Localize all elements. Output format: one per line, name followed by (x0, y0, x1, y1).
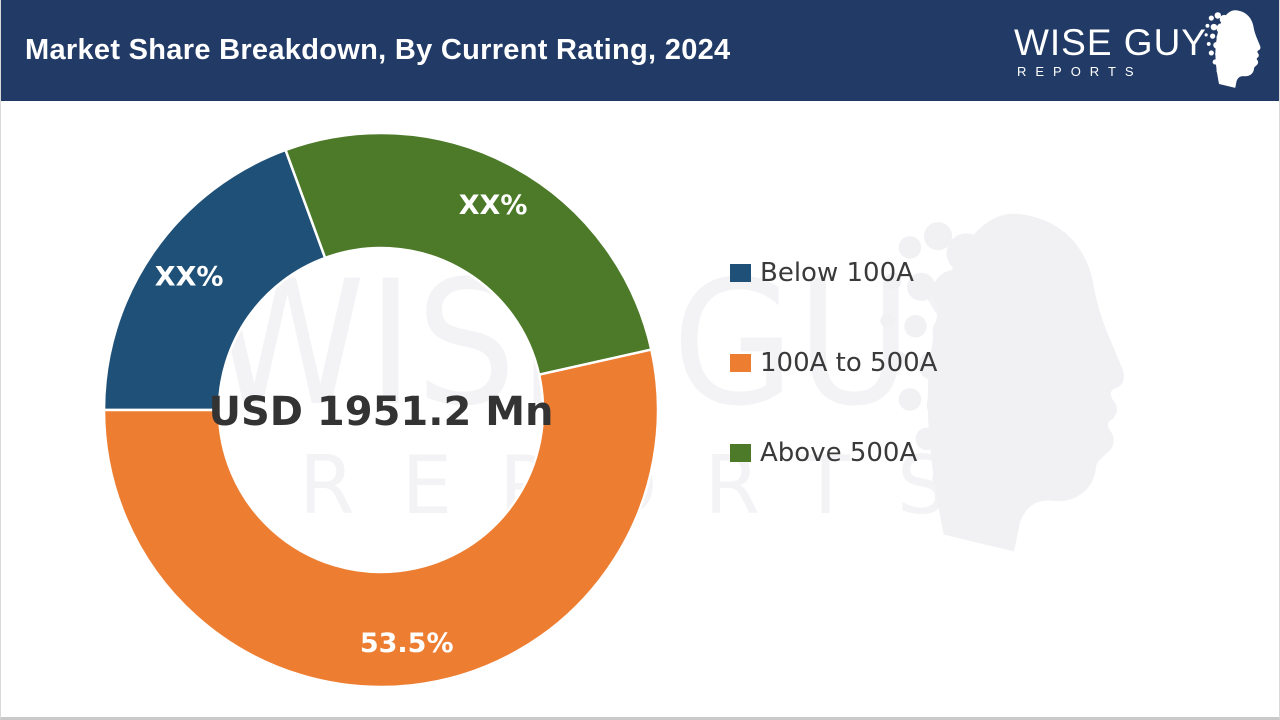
legend-swatch-below-100a (730, 264, 751, 282)
legend-label: Below 100A (760, 258, 914, 288)
legend-item-above-500a: Above 500A (730, 440, 937, 466)
brand-logo: WISE GUY REPORTS (1014, 9, 1265, 93)
legend-label: Above 500A (760, 438, 918, 468)
legend: Below 100A 100A to 500A Above 500A (730, 260, 937, 466)
chart-center-label: USD 1951.2 Mn (209, 389, 554, 435)
brand-logo-text: WISE GUY REPORTS (1014, 24, 1207, 78)
page-title: Market Share Breakdown, By Current Ratin… (25, 34, 731, 66)
segment-below-100a (102, 148, 327, 412)
legend-label: 100A to 500A (760, 348, 938, 378)
segment-value-label: XX% (459, 190, 528, 221)
segment-value-label: 53.5% (360, 628, 454, 659)
brand-name: WISE GUY (1013, 21, 1207, 63)
donut-segments (102, 131, 660, 689)
segment-value-label: XX% (155, 262, 224, 293)
donut-segment-labels: XX% XX% 53.5% (155, 190, 528, 659)
brand-face-icon (1204, 9, 1261, 88)
legend-item-100a-to-500a: 100A to 500A (730, 350, 937, 376)
legend-swatch-100a-to-500a (730, 354, 751, 372)
brand-subtext: REPORTS (1016, 63, 1143, 79)
header: Market Share Breakdown, By Current Ratin… (1, 0, 1279, 101)
legend-item-below-100a: Below 100A (730, 260, 937, 286)
segment-100a-to-500a (102, 348, 660, 689)
watermark-face-icon (880, 213, 1124, 552)
segment-above-500a (284, 131, 653, 376)
legend-swatch-above-500a (730, 444, 751, 462)
